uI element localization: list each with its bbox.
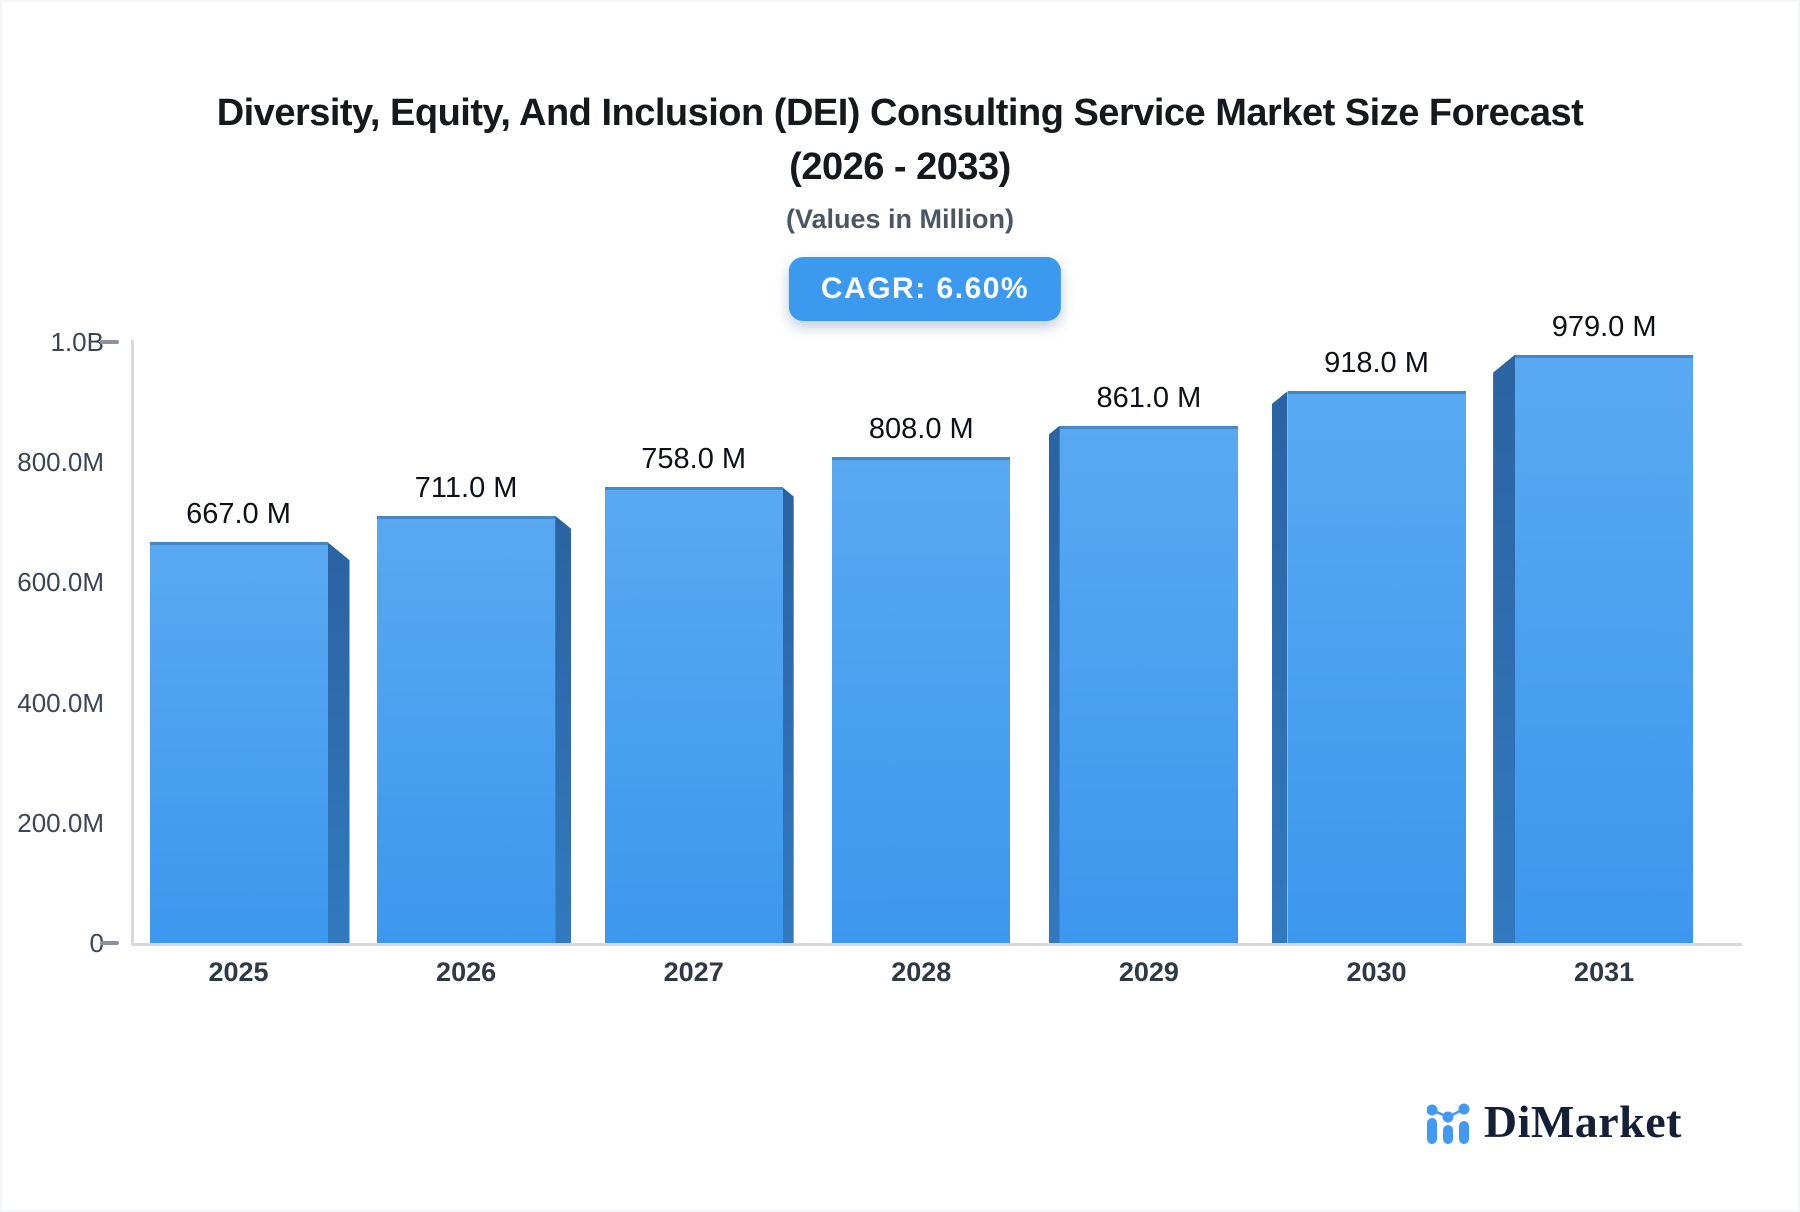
bar-3d-side [1271, 391, 1288, 943]
bar-2029 [1059, 425, 1238, 943]
y-axis-label: 0 [89, 928, 104, 958]
bar-3d-side [327, 542, 350, 943]
x-axis-label-2029: 2029 [1118, 957, 1179, 987]
y-axis-label: 600.0M [17, 567, 104, 598]
y-axis-label: 1.0B [50, 327, 105, 357]
x-axis-label-2026: 2026 [436, 957, 497, 987]
bar-2027 [604, 487, 783, 943]
bar-2028 [832, 457, 1011, 943]
y-axis-label: 200.0M [17, 807, 104, 838]
x-axis-label-2028: 2028 [891, 957, 952, 987]
y-axis-label: 400.0M [17, 687, 104, 718]
bar-value-label: 758.0 M [641, 443, 747, 476]
y-axis-line [131, 340, 134, 946]
x-axis-label-2031: 2031 [1574, 957, 1635, 987]
bar-2026 [377, 515, 556, 943]
x-axis-line [131, 943, 1742, 946]
y-axis-label: 800.0M [17, 447, 104, 478]
bar-3d-side [1048, 425, 1060, 943]
x-axis-label-2030: 2030 [1346, 957, 1407, 987]
bar-value-label: 711.0 M [414, 471, 518, 504]
bar-value-label: 808.0 M [868, 413, 974, 446]
chart-title-line2: (2026 - 2033) [789, 146, 1011, 188]
bar-3d-side [1493, 354, 1516, 943]
logo-text: DiMarket [1483, 1096, 1682, 1147]
bar-value-label: 861.0 M [1096, 381, 1202, 414]
x-axis-label-2025: 2025 [208, 957, 269, 987]
dimarket-logo: DiMarket [1426, 1096, 1682, 1148]
bar-2030 [1287, 391, 1466, 943]
logo-bar-chart-icon [1426, 1103, 1470, 1144]
bar-value-label: 979.0 M [1551, 310, 1657, 343]
bar-2025 [149, 542, 328, 943]
chart-title-line1: Diversity, Equity, And Inclusion (DEI) C… [216, 92, 1584, 134]
bar-3d-side [555, 515, 572, 943]
chart-subtitle: (Values in Million) [785, 204, 1015, 234]
y-axis-tick [100, 340, 119, 344]
y-axis-tick [100, 941, 119, 945]
cagr-badge: CAGR: 6.60% [788, 257, 1062, 321]
bar-value-label: 918.0 M [1324, 347, 1429, 380]
chart-header: Diversity, Equity, And Inclusion (DEI) C… [0, 90, 1800, 236]
bar-2031 [1515, 354, 1694, 943]
x-axis-label-2027: 2027 [663, 957, 724, 987]
bar-3d-side [782, 487, 794, 943]
bar-value-label: 667.0 M [186, 498, 291, 531]
